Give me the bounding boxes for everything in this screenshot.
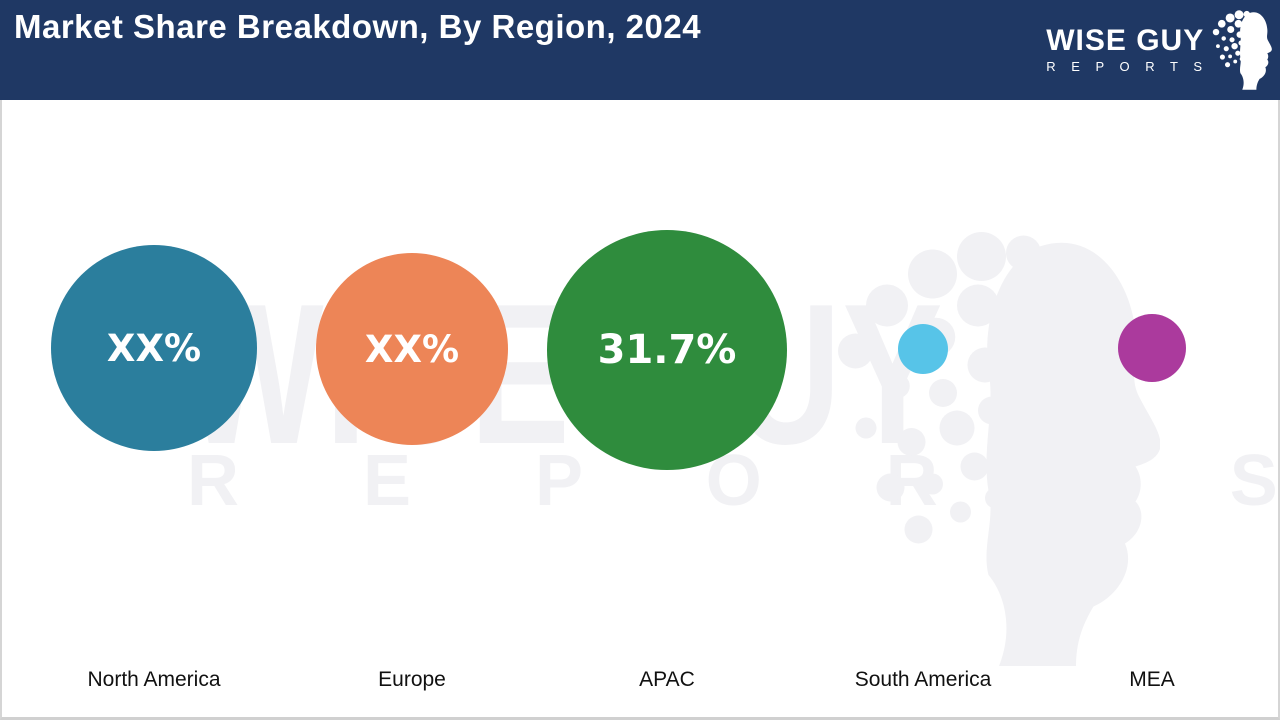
bubble-apac: 31.7% <box>547 230 787 470</box>
bubble-value-label: XX% <box>364 327 460 371</box>
bubble-north-america: XX% <box>51 245 257 451</box>
logo-wordmark: WISE GUY <box>1046 24 1205 57</box>
bubble-value-label: XX% <box>106 326 202 370</box>
chart-area: WISE GUY R E P O R T S XX% XX% 31.7% <box>0 100 1280 720</box>
header-bar: Market Share Breakdown, By Region, 2024 … <box>0 0 1280 100</box>
logo-face-icon <box>1212 10 1272 90</box>
category-label-south-america: South America <box>854 668 992 691</box>
bubble-mea <box>1118 314 1186 382</box>
category-label-mea: MEA <box>1129 668 1175 691</box>
bubble-south-america <box>898 324 948 374</box>
logo-text: WISE GUY R E P O R T S <box>1046 24 1208 75</box>
category-label-europe: Europe <box>378 668 446 691</box>
page-title: Market Share Breakdown, By Region, 2024 <box>14 8 702 45</box>
category-label-apac: APAC <box>639 668 695 691</box>
bubble-europe: XX% <box>316 253 508 445</box>
logo-subtitle: R E P O R T S <box>1046 59 1208 74</box>
bubble-value-label: 31.7% <box>597 327 737 373</box>
category-label-north-america: North America <box>87 668 221 691</box>
watermark-face-icon <box>838 232 1160 666</box>
wise-guy-logo: WISE GUY R E P O R T S <box>1046 6 1272 94</box>
